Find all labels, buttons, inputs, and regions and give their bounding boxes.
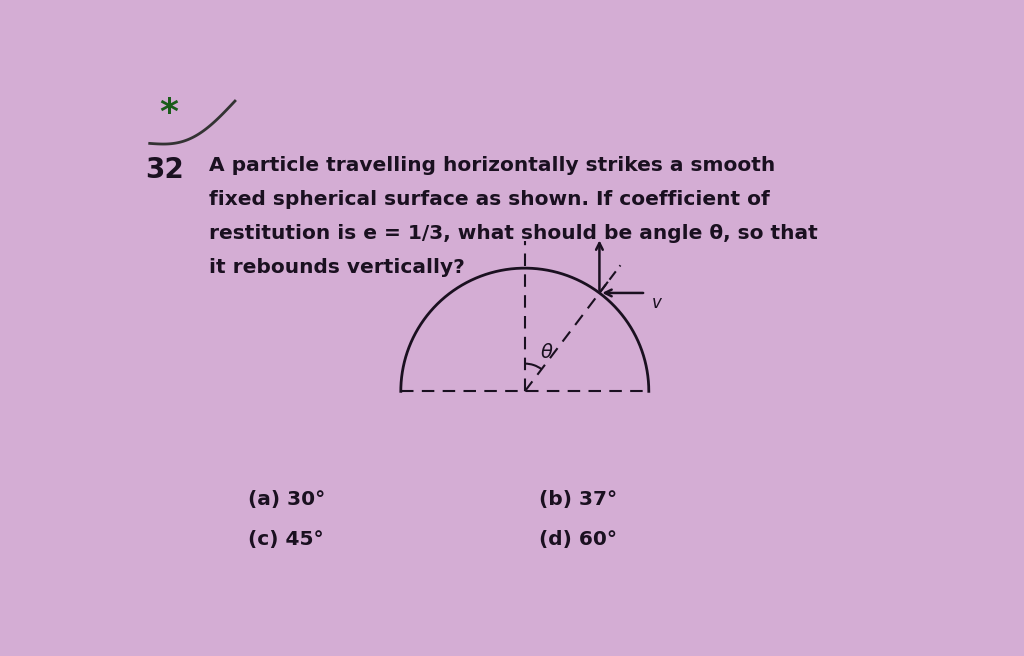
Text: (b) 37°: (b) 37° <box>539 489 616 508</box>
Text: (a) 30°: (a) 30° <box>248 489 326 508</box>
Text: fixed spherical surface as shown. If coefficient of: fixed spherical surface as shown. If coe… <box>209 190 770 209</box>
Text: A particle travelling horizontally strikes a smooth: A particle travelling horizontally strik… <box>209 157 775 176</box>
Text: θ: θ <box>541 343 552 362</box>
Text: restitution is e = 1/3, what should be angle θ, so that: restitution is e = 1/3, what should be a… <box>209 224 818 243</box>
Text: 32: 32 <box>145 157 183 184</box>
Text: *: * <box>159 96 178 130</box>
Text: it rebounds vertically?: it rebounds vertically? <box>209 258 465 277</box>
Text: (d) 60°: (d) 60° <box>539 529 616 548</box>
Text: (c) 45°: (c) 45° <box>248 529 324 548</box>
Text: v: v <box>652 294 662 312</box>
